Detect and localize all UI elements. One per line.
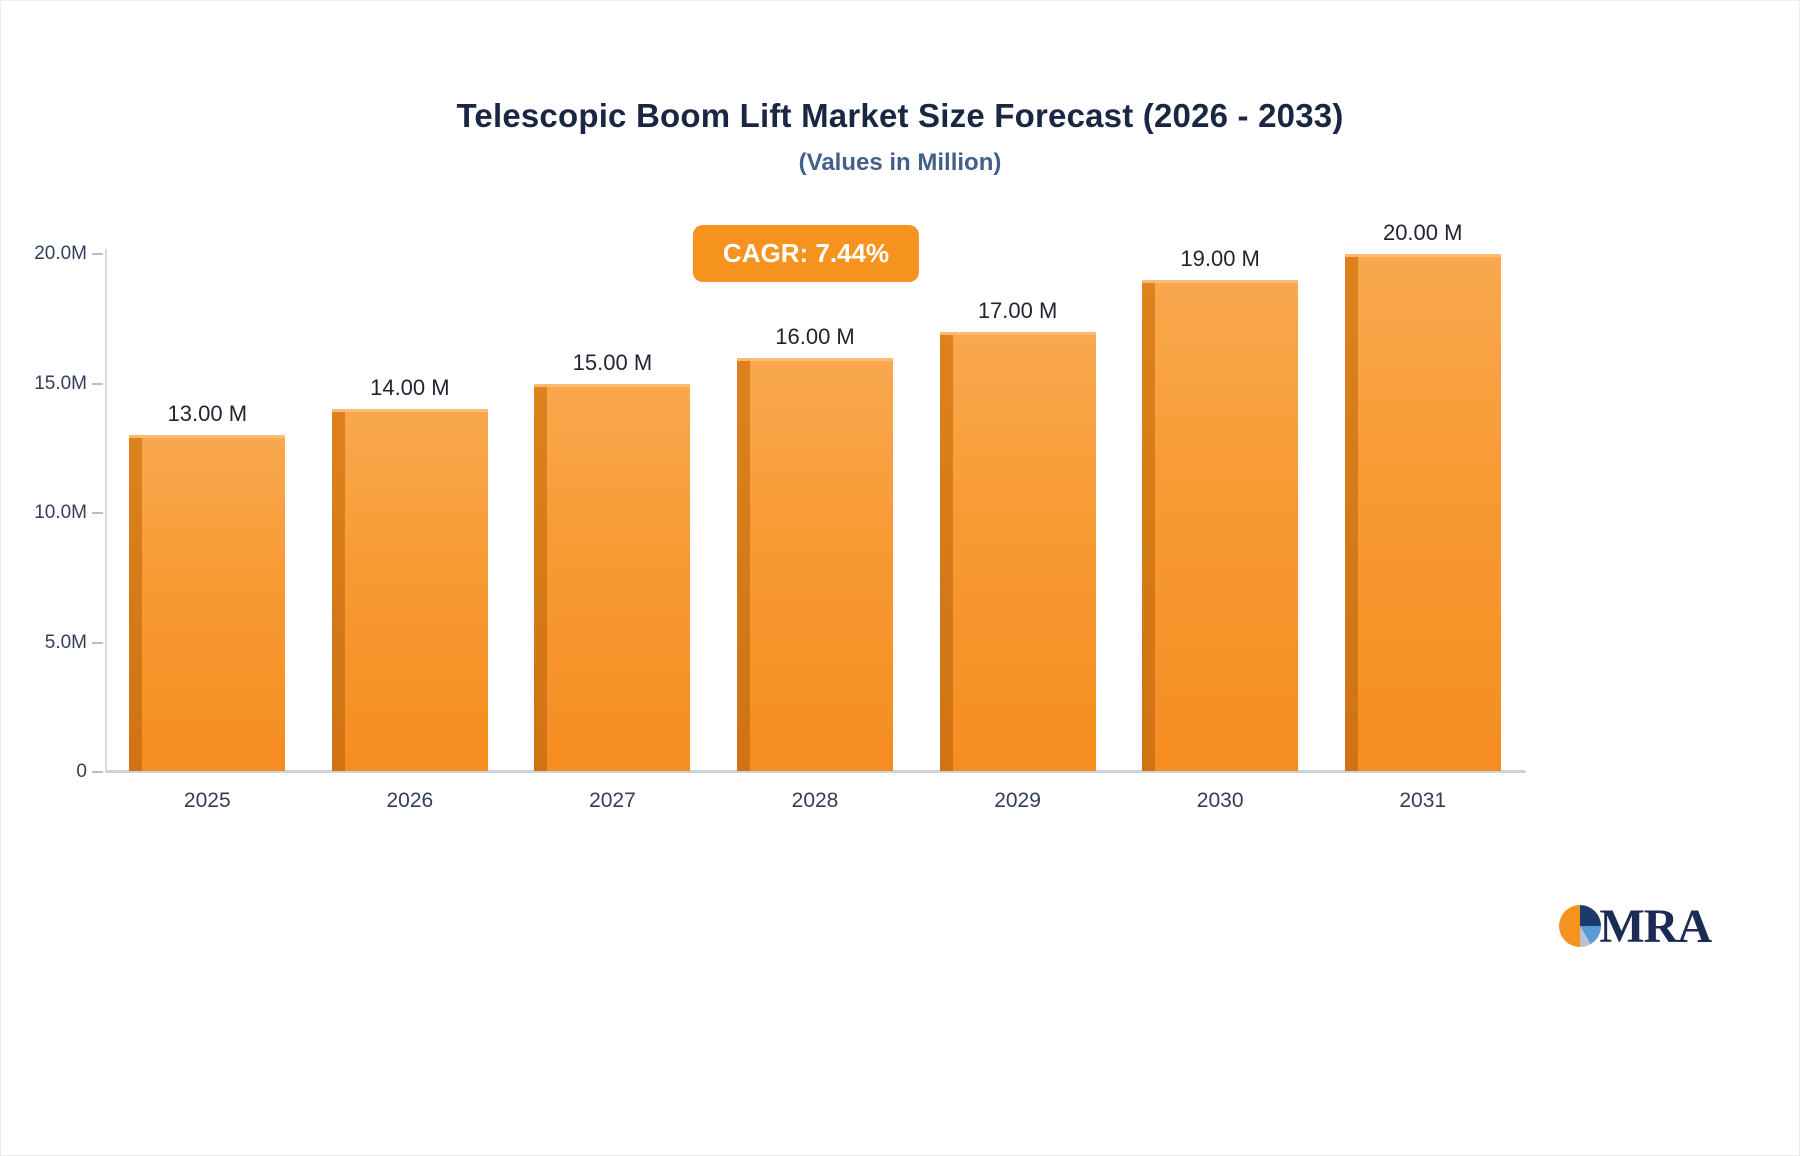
- bar-side-shade: [534, 383, 548, 771]
- bar-top-highlight: [737, 357, 893, 361]
- bar-top-highlight: [129, 435, 286, 439]
- bar-top-highlight: [1142, 279, 1299, 283]
- x-axis-line: [106, 770, 1526, 773]
- bar-value-label: 20.00 M: [1382, 220, 1463, 245]
- bar-value-label: 14.00 M: [370, 375, 450, 401]
- logo-pie-icon: [1559, 904, 1602, 947]
- y-axis-line: [105, 249, 107, 772]
- bar-value-label: 13.00 M: [167, 401, 248, 427]
- y-axis-tick-mark: [92, 641, 103, 644]
- y-axis-tick-label: 0: [76, 761, 87, 782]
- y-axis-tick-mark: [92, 382, 103, 385]
- y-axis-tick-label: 5.0M: [44, 631, 87, 653]
- page-subtitle: (Values in Million): [798, 149, 1002, 176]
- y-axis-tick-mark: [92, 253, 103, 255]
- bar-2027: [534, 383, 691, 771]
- x-axis-label: 2029: [994, 789, 1041, 812]
- x-axis-label: 2031: [1399, 789, 1447, 812]
- bar-2025: [129, 435, 286, 771]
- bar-side-shade: [1142, 279, 1156, 771]
- x-axis-label: 2030: [1196, 789, 1244, 812]
- cagr-badge: CAGR: 7.44%: [692, 225, 920, 282]
- bar-side-shade: [939, 331, 953, 771]
- brand-logo: MRA: [1557, 899, 1712, 954]
- bar-side-shade: [737, 357, 750, 771]
- x-axis-label: 2025: [183, 789, 231, 812]
- bar-2026: [331, 409, 488, 771]
- bar-side-shade: [331, 409, 345, 771]
- x-axis-label: 2026: [386, 789, 434, 812]
- logo-text: MRA: [1599, 900, 1712, 953]
- y-axis-tick-label: 20.0M: [34, 243, 87, 264]
- bar-top-highlight: [534, 383, 691, 387]
- bar-value-label: 17.00 M: [977, 297, 1058, 323]
- bar-2028: [737, 357, 893, 771]
- bar-2031: [1344, 254, 1501, 771]
- bar-top-highlight: [939, 331, 1096, 335]
- y-axis-tick-label: 10.0M: [34, 502, 87, 523]
- y-axis-tick-label: 15.0M: [34, 372, 87, 394]
- bar-value-label: 16.00 M: [775, 323, 855, 349]
- bar-2029: [939, 331, 1096, 771]
- x-axis-label: 2028: [791, 789, 839, 812]
- bar-value-label: 15.00 M: [572, 349, 653, 375]
- y-axis-tick-mark: [92, 512, 103, 514]
- page-title: Telescopic Boom Lift Market Size Forecas…: [456, 97, 1344, 134]
- bar-side-shade: [1344, 254, 1358, 771]
- bar-top-highlight: [1344, 254, 1501, 257]
- bar-2030: [1142, 279, 1299, 771]
- bar-value-label: 19.00 M: [1180, 245, 1260, 271]
- x-axis-label: 2027: [589, 789, 636, 812]
- y-axis-tick-mark: [92, 771, 103, 773]
- bar-top-highlight: [331, 409, 488, 413]
- bar-side-shade: [129, 435, 143, 771]
